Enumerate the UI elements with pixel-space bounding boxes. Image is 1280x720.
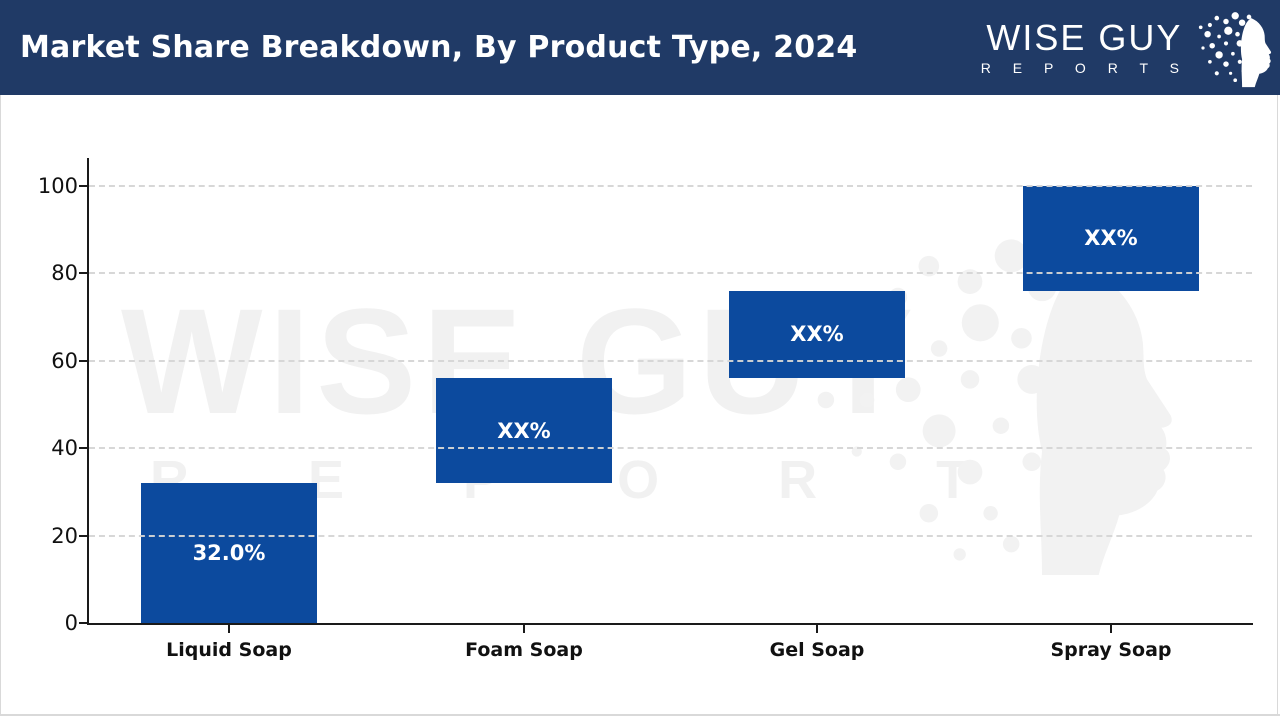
x-axis-label-foam-soap: Foam Soap (465, 639, 583, 661)
y-tick-mark-100 (79, 184, 87, 187)
y-tick-mark-60 (79, 359, 87, 362)
brand-logo-text: WISE GUY R E P O R T S (981, 20, 1188, 77)
gridline-y-100 (89, 184, 1252, 187)
y-axis-spine (87, 158, 89, 625)
y-tick-label-0: 0 (64, 611, 78, 635)
y-tick-label-40: 40 (51, 436, 78, 460)
y-tick-mark-0 (79, 622, 87, 624)
y-tick-mark-40 (79, 447, 87, 449)
x-axis-label-liquid-soap: Liquid Soap (166, 639, 292, 661)
brand-logo: WISE GUY R E P O R T S (976, 0, 1272, 95)
x-tick-mark-2 (523, 625, 525, 633)
x-axis-spine (87, 623, 1253, 625)
y-tick-label-80: 80 (51, 261, 78, 285)
x-tick-mark-1 (228, 625, 230, 633)
brand-face-icon (1198, 12, 1272, 88)
bar-value-label: XX% (1084, 226, 1138, 250)
bar-foam-soap: XX% (436, 378, 612, 483)
header-band: Market Share Breakdown, By Product Type,… (0, 0, 1280, 95)
card-border-left (0, 95, 1, 715)
brand-name: WISE GUY (986, 17, 1183, 58)
y-tick-mark-80 (79, 272, 87, 274)
y-tick-label-100: 100 (37, 173, 78, 198)
y-tick-label-20: 20 (51, 523, 78, 548)
x-axis-label-gel-soap: Gel Soap (769, 639, 865, 661)
gridline-y-40 (89, 447, 1252, 449)
bar-value-label: 32.0% (192, 541, 266, 565)
card-border-bottom (0, 714, 1280, 716)
page-title: Market Share Breakdown, By Product Type,… (20, 30, 858, 65)
card-border-right (1277, 95, 1278, 715)
gridline-y-80 (89, 272, 1252, 274)
bar-liquid-soap: 32.0% (141, 483, 317, 623)
gridline-y-60 (89, 359, 1252, 362)
x-axis-label-spray-soap: Spray Soap (1050, 639, 1172, 661)
x-tick-mark-3 (816, 625, 818, 633)
y-tick-label-60: 60 (51, 348, 78, 373)
bar-gel-soap: XX% (729, 290, 905, 378)
bar-value-label: XX% (497, 418, 551, 443)
bar-value-label: XX% (790, 322, 844, 347)
gridline-y-20 (89, 534, 1252, 537)
y-tick-mark-20 (79, 534, 87, 537)
x-tick-mark-4 (1110, 625, 1112, 633)
brand-subtitle: R E P O R T S (980, 60, 1188, 76)
bar-spray-soap: XX% (1023, 185, 1199, 291)
